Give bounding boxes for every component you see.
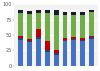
Bar <box>62 12 67 15</box>
Bar <box>89 37 94 39</box>
Bar <box>54 53 58 55</box>
Bar <box>45 52 50 66</box>
Bar <box>54 50 58 53</box>
Bar <box>54 55 58 66</box>
Bar <box>71 37 76 39</box>
Bar <box>27 14 32 39</box>
Bar <box>18 36 23 38</box>
Bar <box>18 13 23 36</box>
Bar <box>89 12 94 36</box>
Bar <box>27 41 32 42</box>
Bar <box>54 15 58 50</box>
Bar <box>89 39 94 66</box>
Bar <box>89 10 94 12</box>
Bar <box>54 10 58 15</box>
Bar <box>71 40 76 66</box>
Bar <box>89 36 94 37</box>
Bar <box>45 13 50 41</box>
Bar <box>18 38 23 40</box>
Bar <box>45 41 50 50</box>
Bar <box>27 11 32 14</box>
Bar <box>45 50 50 52</box>
Bar <box>80 38 85 40</box>
Bar <box>27 39 32 41</box>
Bar <box>18 10 23 13</box>
Bar <box>80 40 85 41</box>
Bar <box>80 12 85 15</box>
Bar <box>71 12 76 15</box>
Bar <box>62 38 67 40</box>
Bar <box>36 39 41 66</box>
Bar <box>36 10 41 13</box>
Bar <box>71 15 76 37</box>
Bar <box>62 15 67 38</box>
Bar <box>27 42 32 66</box>
Bar <box>80 41 85 66</box>
Bar <box>71 39 76 40</box>
Bar <box>36 37 41 39</box>
Bar <box>80 15 85 38</box>
Bar <box>36 13 41 29</box>
Bar <box>45 10 50 13</box>
Bar <box>36 29 41 37</box>
Bar <box>18 40 23 66</box>
Bar <box>62 41 67 66</box>
Bar <box>62 40 67 41</box>
